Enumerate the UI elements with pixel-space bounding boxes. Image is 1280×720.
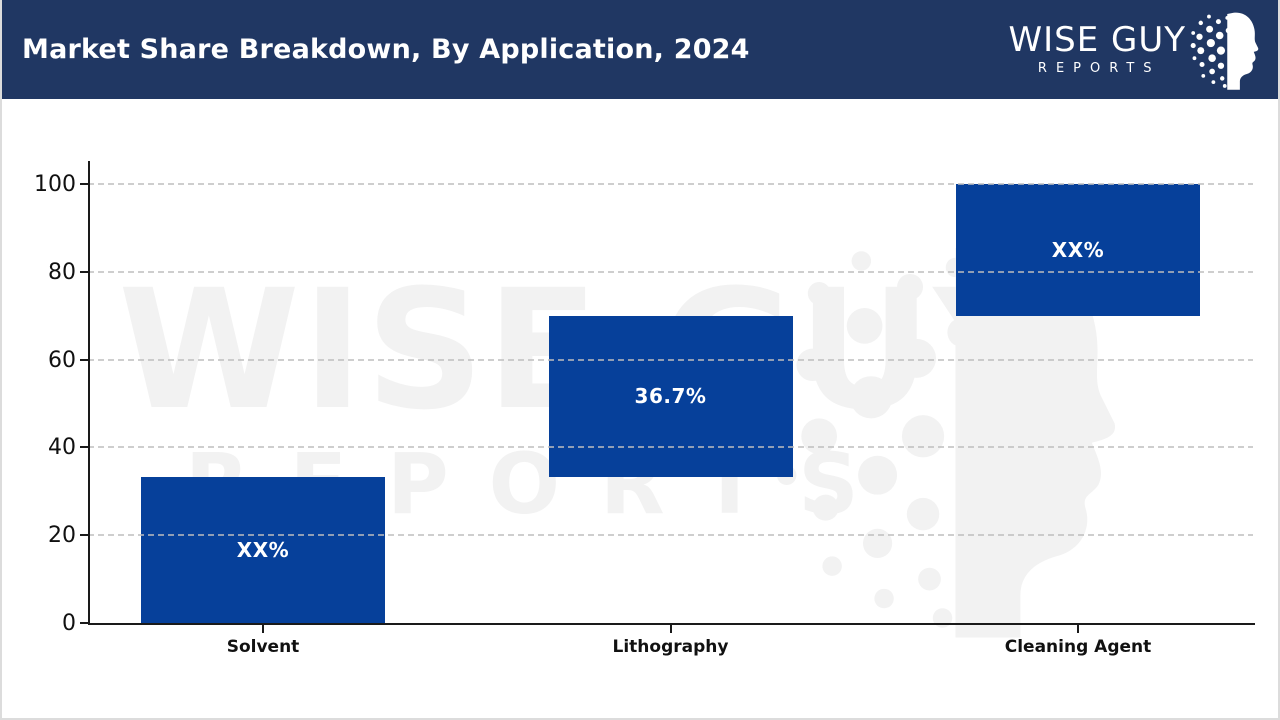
- y-axis-tick-label: 60: [48, 347, 76, 373]
- header-bar: Market Share Breakdown, By Application, …: [2, 0, 1278, 99]
- bar-cleaning-agent: XX%: [956, 184, 1200, 316]
- bar-value-label: XX%: [1051, 237, 1105, 262]
- logo-reports-text: REPORTS: [1037, 60, 1161, 76]
- x-axis-tick: [669, 625, 672, 633]
- y-axis-tick-label: 0: [62, 611, 76, 636]
- x-axis-category-label: Cleaning Agent: [1004, 637, 1152, 657]
- bar-value-label: XX%: [236, 537, 290, 562]
- y-axis-tick: [80, 534, 88, 537]
- logo-face-icon: [1190, 12, 1259, 90]
- y-gridline: [88, 183, 1253, 185]
- page-title: Market Share Breakdown, By Application, …: [22, 34, 750, 65]
- x-axis-category-label: Solvent: [226, 637, 300, 657]
- y-axis-tick: [80, 622, 88, 624]
- y-gridline: [88, 270, 1253, 273]
- logo-wordmark: WISE GUY: [1008, 20, 1186, 61]
- y-axis-tick: [80, 270, 88, 273]
- y-axis-tick: [80, 183, 88, 185]
- y-axis-tick-label: 100: [34, 172, 76, 197]
- y-axis-tick-label: 40: [48, 435, 76, 461]
- bar-solvent: XX%: [141, 476, 385, 623]
- y-axis-line: [88, 161, 90, 625]
- logo-text: WISE GUY REPORTS: [1008, 20, 1186, 76]
- y-axis-tick-label: 20: [48, 523, 76, 549]
- y-axis-tick: [80, 358, 88, 361]
- bar-lithography: 36.7%: [548, 315, 793, 477]
- y-gridline: [88, 446, 1253, 449]
- y-axis-tick-label: 80: [48, 259, 76, 285]
- y-gridline: [88, 534, 1253, 537]
- x-axis-tick: [1077, 625, 1079, 633]
- y-axis-tick: [80, 446, 88, 449]
- bar-value-label: 36.7%: [634, 384, 707, 409]
- x-axis-line: [88, 623, 1255, 625]
- y-gridline: [88, 358, 1253, 361]
- wise-guy-reports-logo: WISE GUY REPORTS: [1008, 9, 1278, 91]
- x-axis-category-label: Lithography: [612, 637, 729, 657]
- x-axis-tick: [262, 625, 264, 633]
